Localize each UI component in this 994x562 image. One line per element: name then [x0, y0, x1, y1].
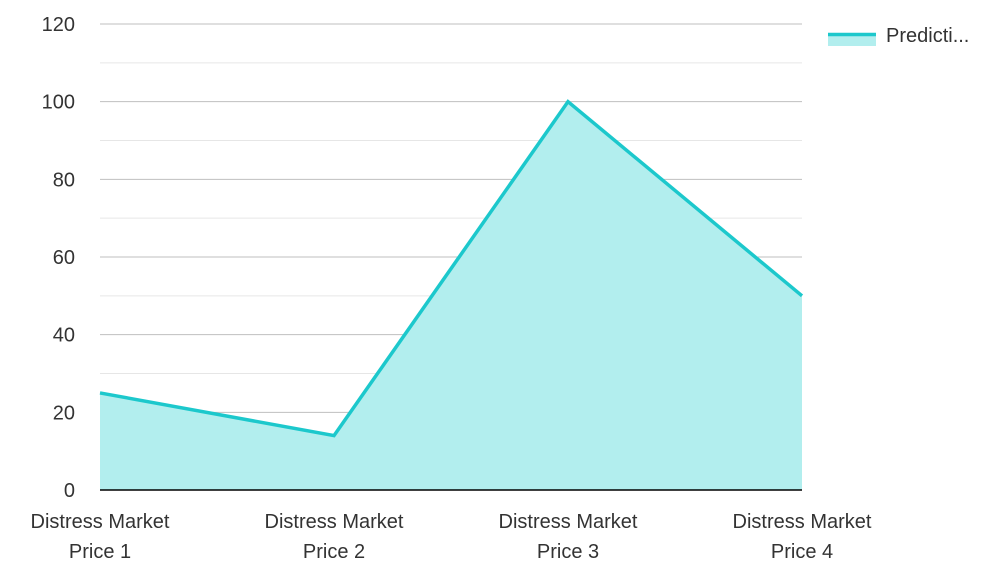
series-line[interactable] — [99, 99, 804, 438]
x-tick-label: Distress Market Price 4 — [733, 511, 872, 562]
x-tick-label: Distress Market Price 1 — [31, 511, 170, 562]
y-axis-tick-labels: 0 20 40 60 80 100 120 — [42, 14, 75, 502]
x-axis-tick-labels: Distress Market Price 1 Distress Market Pri… — [31, 511, 872, 562]
y-tick-label: 40 — [53, 325, 75, 347]
y-tick-label: 80 — [53, 169, 75, 191]
y-tick-label: 20 — [53, 402, 75, 424]
x-tick-label: Distress Market Price 3 — [499, 511, 638, 562]
y-tick-label: 0 — [64, 480, 75, 502]
grid-lines — [100, 23, 802, 452]
y-tick-label: 100 — [42, 92, 75, 114]
y-tick-label: 60 — [53, 247, 75, 269]
x-tick-label: Distress Market Price 2 — [265, 511, 404, 562]
area-fill — [100, 101, 802, 491]
y-tick-label: 120 — [42, 14, 75, 36]
series-area — [99, 99, 804, 491]
legend: Predicti... — [828, 25, 969, 47]
legend-label[interactable]: Predicti... — [886, 25, 969, 47]
